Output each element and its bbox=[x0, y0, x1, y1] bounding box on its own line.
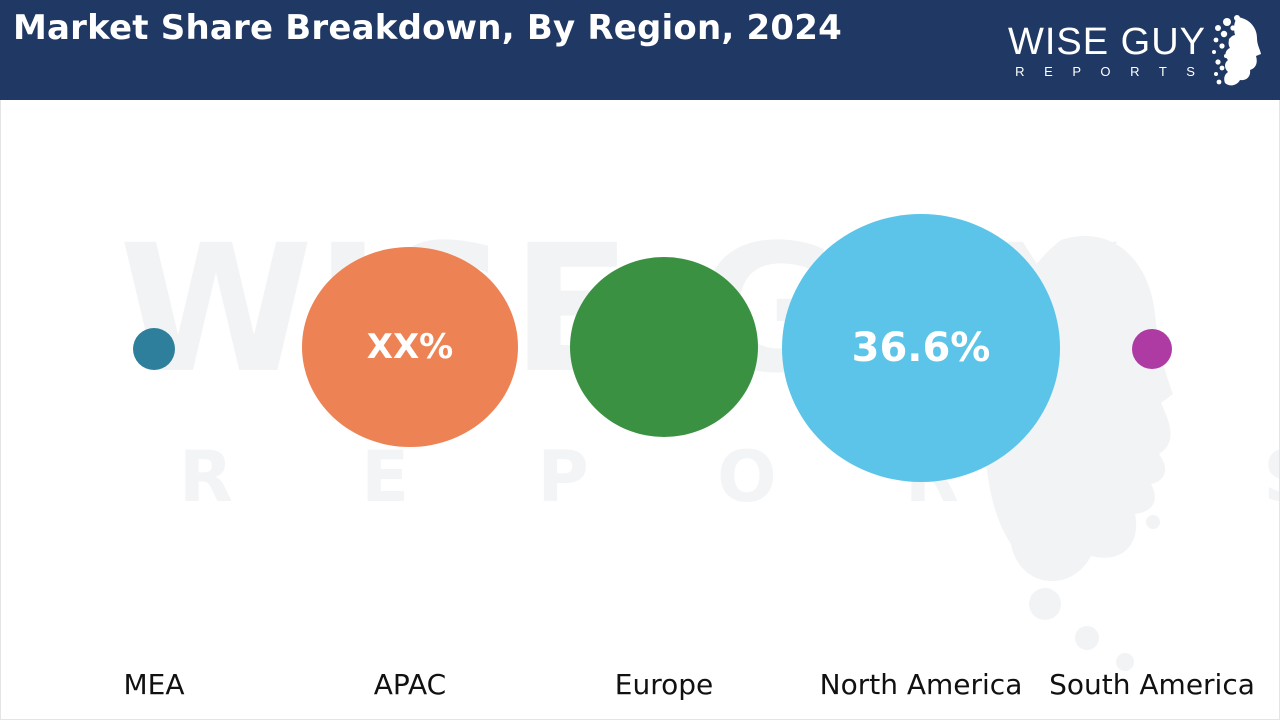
logo-face-icon bbox=[1212, 15, 1261, 86]
bubble-mea bbox=[133, 328, 175, 370]
bubble-north-america: 36.6% bbox=[782, 214, 1060, 482]
bubble-europe bbox=[570, 257, 758, 437]
logo-tagline: R E P O R T S bbox=[1015, 64, 1203, 79]
bubble-apac: XX% bbox=[302, 247, 518, 447]
bubble-value-apac: XX% bbox=[366, 327, 454, 367]
category-label-mea: MEA bbox=[123, 668, 185, 701]
header-bar: Market Share Breakdown, By Region, 2024 … bbox=[0, 0, 1280, 100]
bubble-value-north-america: 36.6% bbox=[851, 325, 991, 371]
category-label-europe: Europe bbox=[614, 668, 714, 701]
category-label-north-america: North America bbox=[819, 668, 1023, 701]
logo-text: WISE GUY R E P O R T S bbox=[1008, 23, 1206, 79]
page-title: Market Share Breakdown, By Region, 2024 bbox=[13, 8, 842, 48]
category-label-apac: APAC bbox=[373, 668, 447, 701]
category-label-south-america: South America bbox=[1049, 668, 1255, 701]
bubble-south-america bbox=[1132, 329, 1172, 369]
wise-guy-logo: WISE GUY R E P O R T S bbox=[1008, 14, 1264, 88]
logo-name: WISE GUY bbox=[1007, 21, 1206, 63]
